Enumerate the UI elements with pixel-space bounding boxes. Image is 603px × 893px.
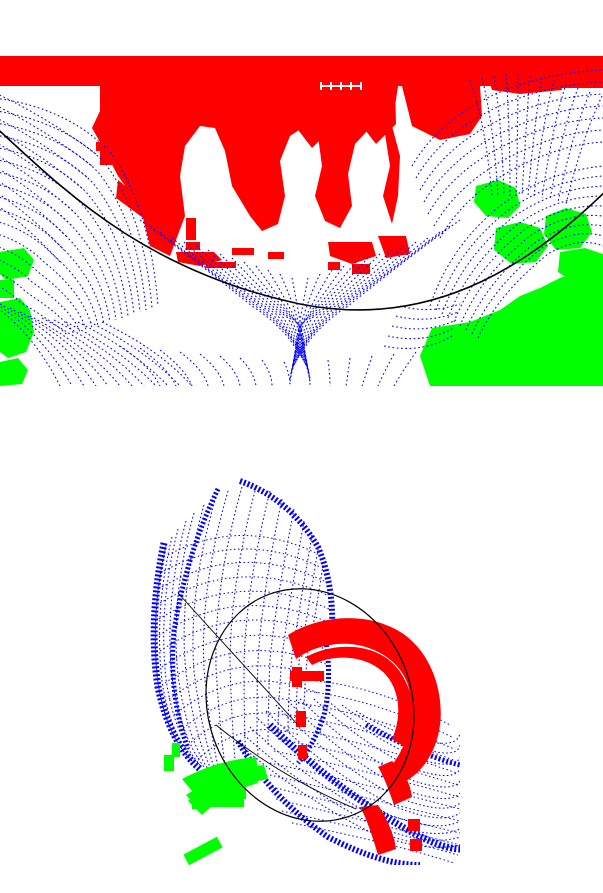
map-projection-svg bbox=[0, 56, 603, 386]
streamline-contour-field bbox=[0, 69, 603, 386]
scale-bar bbox=[320, 82, 362, 90]
limb-circle bbox=[205, 588, 415, 822]
lower-lobe-parallels bbox=[269, 680, 460, 864]
terminator-arc bbox=[177, 592, 299, 726]
positive-region-red bbox=[288, 618, 441, 855]
negative-region-green bbox=[0, 180, 603, 386]
upper-lobe-streamlines bbox=[154, 486, 324, 776]
equator-arc bbox=[215, 724, 357, 810]
orthographic-globe-panel bbox=[120, 425, 460, 865]
negative-region-green bbox=[164, 743, 268, 865]
globe-projection-svg bbox=[120, 425, 460, 865]
cylindrical-map-panel bbox=[0, 56, 603, 386]
separatrix-arc bbox=[0, 130, 603, 311]
positive-region-red bbox=[0, 56, 603, 274]
